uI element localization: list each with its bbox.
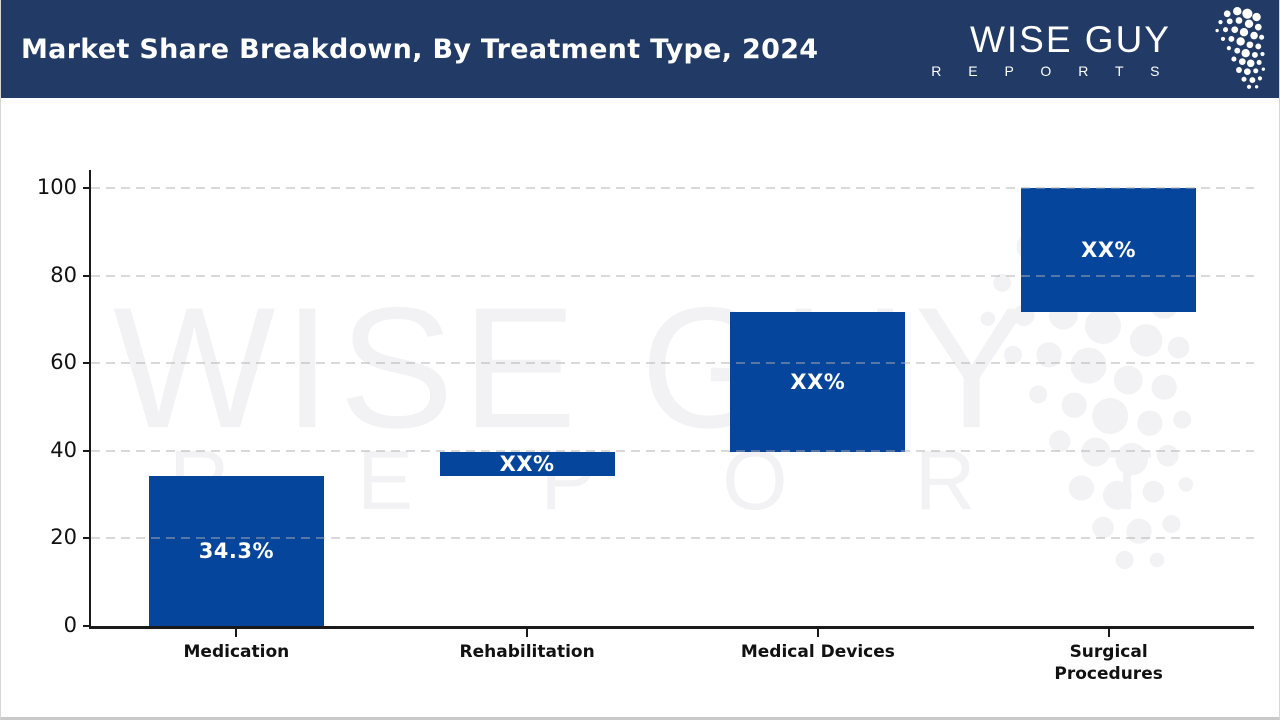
x-axis-line	[89, 626, 1254, 629]
y-tick-label: 20	[50, 525, 77, 550]
bar-value-label: 34.3%	[198, 538, 275, 563]
y-tick-mark	[83, 537, 90, 540]
y-tick-mark	[83, 362, 90, 365]
y-tick-mark	[83, 449, 90, 452]
y-tick-mark	[83, 625, 90, 627]
y-tick-label: 80	[50, 262, 77, 287]
x-tick-mark	[816, 629, 819, 637]
logo-wordmark: WISE GUY	[969, 18, 1171, 60]
x-category-label: Rehabilitation	[459, 642, 595, 662]
y-tick-mark	[83, 187, 90, 189]
page-title: Market Share Breakdown, By Treatment Typ…	[21, 33, 819, 65]
x-category-label: Medical Devices	[740, 642, 895, 662]
y-tick-mark	[83, 274, 90, 277]
logo-subtext: R E P O R T S	[931, 62, 1171, 79]
y-tick-label: 60	[50, 350, 77, 375]
x-tick-mark	[1107, 629, 1110, 637]
header-bar: Market Share Breakdown, By Treatment Typ…	[1, 0, 1279, 98]
y-tick-label: 100	[36, 175, 77, 199]
x-category-label: Surgical Procedures	[1054, 642, 1163, 684]
brand-logo: WISE GUY R E P O R T S	[927, 7, 1279, 91]
gridline	[91, 187, 1254, 189]
y-tick-label: 40	[50, 437, 77, 462]
watermark-dotted-face-icon	[980, 218, 1193, 569]
x-category-label: Medication	[183, 642, 290, 662]
dotted-face-icon	[1215, 7, 1265, 89]
x-tick-mark	[526, 629, 529, 637]
y-axis-line	[89, 170, 91, 628]
x-tick-mark	[235, 629, 238, 637]
y-tick-label: 0	[63, 613, 77, 637]
